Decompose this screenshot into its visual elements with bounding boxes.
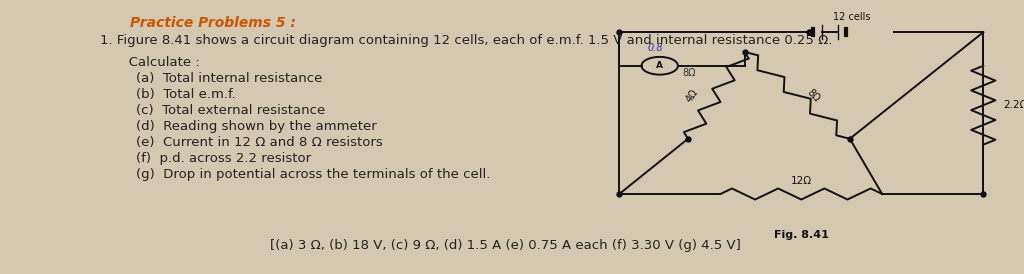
Text: (c)  Total external resistance: (c) Total external resistance — [136, 104, 326, 117]
Text: 8Ω: 8Ω — [682, 68, 695, 78]
Text: Calculate :: Calculate : — [116, 56, 200, 69]
Text: (e)  Current in 12 Ω and 8 Ω resistors: (e) Current in 12 Ω and 8 Ω resistors — [136, 136, 383, 149]
Text: 0.8: 0.8 — [648, 43, 664, 53]
Text: [(a) 3 Ω, (b) 18 V, (c) 9 Ω, (d) 1.5 A (e) 0.75 A each (f) 3.30 V (g) 4.5 V]: [(a) 3 Ω, (b) 18 V, (c) 9 Ω, (d) 1.5 A (… — [270, 239, 741, 252]
Text: (a)  Total internal resistance: (a) Total internal resistance — [136, 72, 323, 85]
Text: (f)  p.d. across 2.2 resistor: (f) p.d. across 2.2 resistor — [136, 152, 311, 165]
Text: (g)  Drop in potential across the terminals of the cell.: (g) Drop in potential across the termina… — [136, 168, 490, 181]
Text: 8Ω: 8Ω — [805, 87, 822, 104]
Text: 1. Figure 8.41 shows a circuit diagram containing 12 cells, each of e.m.f. 1.5 V: 1. Figure 8.41 shows a circuit diagram c… — [100, 34, 833, 47]
Text: (d)  Reading shown by the ammeter: (d) Reading shown by the ammeter — [136, 120, 377, 133]
Text: (b)  Total e.m.f.: (b) Total e.m.f. — [136, 88, 236, 101]
Text: Fig. 8.41: Fig. 8.41 — [774, 230, 828, 239]
Text: 12Ω: 12Ω — [791, 176, 812, 186]
Text: 2.2Ω: 2.2Ω — [1004, 100, 1024, 110]
Text: 4Ω: 4Ω — [684, 87, 700, 104]
Text: Practice Problems 5 :: Practice Problems 5 : — [130, 16, 296, 30]
Text: 12 cells: 12 cells — [834, 12, 870, 22]
Text: A: A — [656, 61, 664, 70]
